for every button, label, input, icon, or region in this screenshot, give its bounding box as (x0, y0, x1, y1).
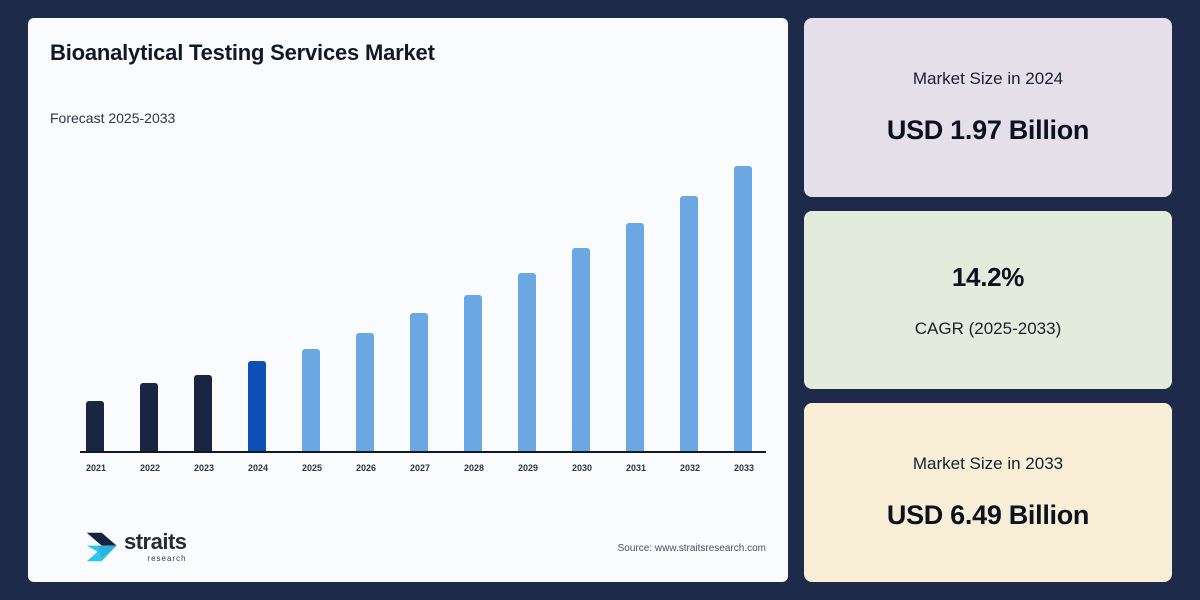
stat-card-value: USD 1.97 Billion (886, 114, 1090, 145)
stat-card-1: Market Size in 2024 USD 1.97 Billion (804, 18, 1172, 197)
x-tick-2032: 2032 (680, 463, 701, 473)
stat-card-label: Market Size in 2033 (912, 454, 1064, 474)
stat-card-3: Market Size in 2033 USD 6.49 Billion (804, 403, 1172, 583)
bar-column (86, 153, 104, 453)
chart-subtitle: Forecast 2025-2033 (50, 110, 176, 126)
bar-2029 (518, 273, 536, 453)
x-tick-2024: 2024 (248, 463, 269, 473)
x-tick-2021: 2021 (86, 463, 107, 473)
stat-card-label: CAGR (2025-2033) (914, 318, 1062, 338)
bar-2025 (302, 349, 320, 453)
logo-name: straits (124, 529, 187, 554)
bar-2022 (140, 383, 158, 453)
x-tick-2028: 2028 (464, 463, 485, 473)
bar-2023 (194, 375, 212, 453)
bar-series (86, 153, 752, 453)
bar-column (734, 153, 752, 453)
source-attribution: Source: www.straitsresearch.com (617, 543, 766, 554)
bar-column (194, 153, 212, 453)
x-tick-2022: 2022 (140, 463, 161, 473)
bar-column (140, 153, 158, 453)
stat-card-2: 14.2% CAGR (2025-2033) (804, 210, 1172, 390)
bar-2031 (626, 223, 644, 453)
x-tick-2025: 2025 (302, 463, 323, 473)
bar-2033 (734, 166, 752, 453)
x-tick-2029: 2029 (518, 463, 539, 473)
page-title: Bioanalytical Testing Services Market (50, 40, 435, 65)
bar-column (356, 153, 374, 453)
bar-2027 (410, 313, 428, 453)
bar-column (572, 153, 590, 453)
bar-chart-plot (28, 128, 788, 453)
logo-wordmark: straits research (124, 531, 187, 563)
x-tick-2027: 2027 (410, 463, 431, 473)
straits-research-logo: straits research (84, 530, 187, 564)
arrow-logo-icon (84, 530, 118, 564)
bar-column (248, 153, 266, 453)
stat-card-value: USD 6.49 Billion (886, 500, 1090, 531)
x-tick-2023: 2023 (194, 463, 215, 473)
bar-2024 (248, 361, 266, 453)
x-tick-2030: 2030 (572, 463, 593, 473)
bar-2030 (572, 248, 590, 453)
stat-card-value: 14.2% (951, 261, 1025, 292)
x-tick-2031: 2031 (626, 463, 647, 473)
stat-card-label: Market Size in 2024 (912, 68, 1064, 88)
bar-column (626, 153, 644, 453)
x-axis-line (80, 451, 766, 453)
bar-column (680, 153, 698, 453)
bar-2032 (680, 196, 698, 453)
logo-subtext: research (147, 554, 187, 563)
bar-column (302, 153, 320, 453)
stat-cards: Market Size in 2024 USD 1.97 Billion 14.2%… (804, 18, 1172, 583)
bar-column (518, 153, 536, 453)
chart-panel: Bioanalytical Testing Services Market Fo… (28, 18, 788, 582)
bar-column (410, 153, 428, 453)
x-tick-2033: 2033 (734, 463, 755, 473)
bar-column (464, 153, 482, 453)
bar-2021 (86, 401, 104, 453)
bar-2028 (464, 295, 482, 453)
bar-2026 (356, 333, 374, 453)
x-tick-2026: 2026 (356, 463, 377, 473)
x-axis-tick-labels: 2021 2022 2023 2024 2025 2026 2027 2028 2029 2030… (86, 463, 755, 473)
